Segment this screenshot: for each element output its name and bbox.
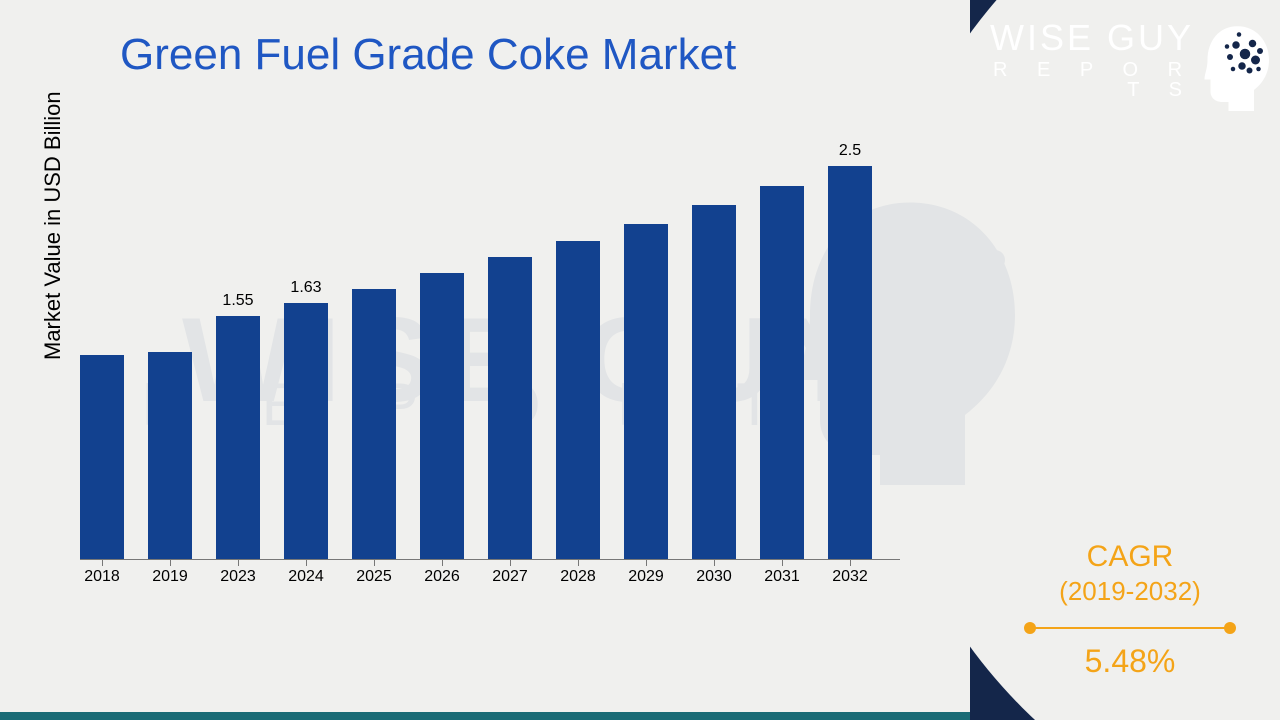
bar [80,355,124,560]
x-tick-mark [578,560,579,566]
bar [352,289,396,560]
bar [148,352,192,560]
x-tick-mark [510,560,511,566]
x-tick-mark [782,560,783,566]
x-tick-label: 2024 [276,568,336,586]
x-tick-mark [850,560,851,566]
brand-logo: WISE GUY R E P O R T S [990,20,1260,140]
cagr-value: 5.48% [1010,643,1250,680]
bar-value-label: 1.63 [276,279,336,297]
bar [760,186,804,560]
bar [420,273,464,560]
x-tick-label: 2028 [548,568,608,586]
x-tick-label: 2030 [684,568,744,586]
bar-value-label: 2.5 [820,142,880,160]
x-tick-label: 2019 [140,568,200,586]
logo-main-text: WISE GUY [990,20,1194,56]
x-tick-label: 2018 [72,568,132,586]
x-tick-label: 2025 [344,568,404,586]
bar [216,316,260,560]
x-tick-mark [442,560,443,566]
infographic-stage: WISE GUY R E P O R T S Green Fuel Grade … [0,0,1280,720]
bar-value-label: 1.55 [208,292,268,310]
x-tick-mark [102,560,103,566]
x-tick-mark [306,560,307,566]
x-tick-mark [646,560,647,566]
x-tick-label: 2031 [752,568,812,586]
cagr-period: (2019-2032) [1010,576,1250,607]
logo-sub-text: R E P O R T S [990,60,1194,100]
x-tick-label: 2027 [480,568,540,586]
x-tick-mark [714,560,715,566]
cagr-title: CAGR [1010,540,1250,574]
x-tick-mark [238,560,239,566]
bar [284,303,328,560]
x-tick-label: 2032 [820,568,880,586]
x-tick-mark [170,560,171,566]
x-tick-label: 2023 [208,568,268,586]
plot-area: 201820191.5520231.6320242025202620272028… [80,150,900,560]
x-tick-label: 2026 [412,568,472,586]
cagr-block: CAGR (2019-2032) 5.48% [1010,540,1250,680]
logo-head-icon [1200,20,1275,115]
bar [556,241,600,560]
chart-title: Green Fuel Grade Coke Market [120,30,736,80]
bottom-accent-strip [0,712,970,720]
x-tick-mark [374,560,375,566]
bar [692,205,736,560]
bar [828,166,872,560]
bar [624,224,668,560]
cagr-divider-line [1030,627,1230,629]
bar-chart: 201820191.5520231.6320242025202620272028… [80,150,900,590]
x-tick-label: 2029 [616,568,676,586]
x-axis-baseline [80,559,900,560]
bar [488,257,532,560]
y-axis-label: Market Value in USD Billion [40,91,66,360]
